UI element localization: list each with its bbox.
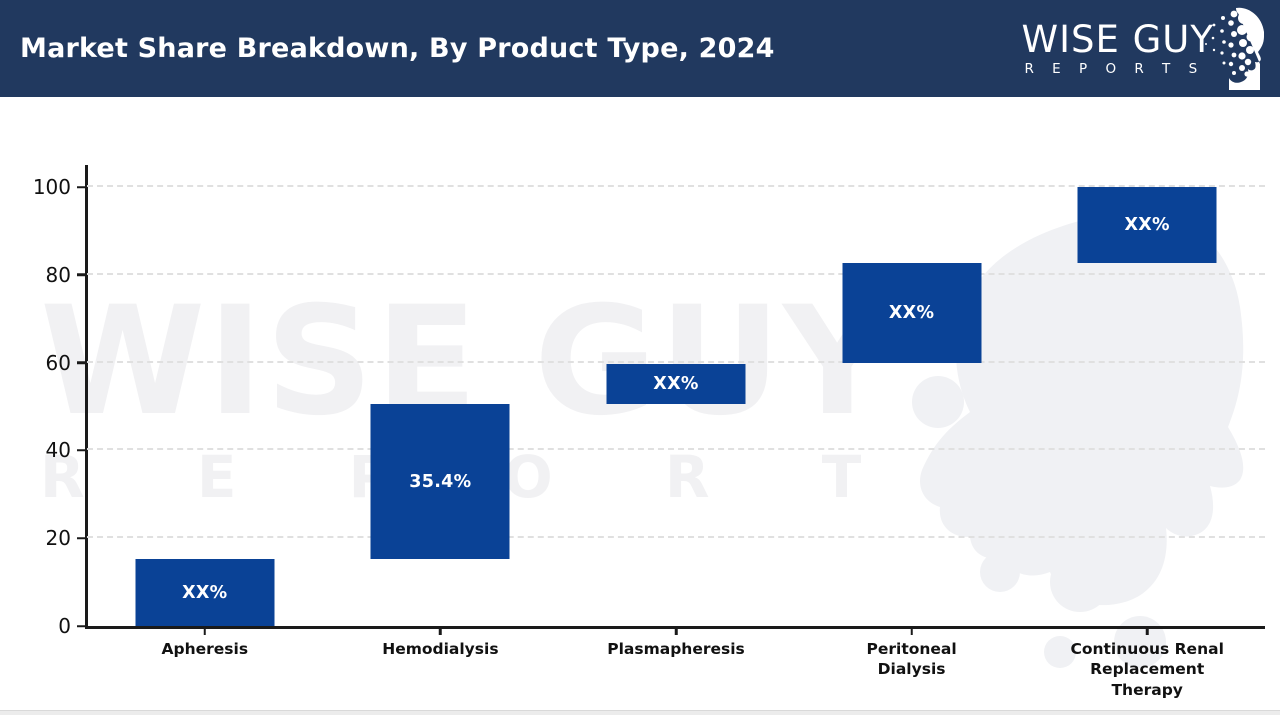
bar-value-label: 35.4%: [409, 471, 472, 492]
y-axis-tick: [77, 273, 85, 277]
x-axis-tick: [203, 626, 207, 635]
x-axis-tick: [674, 626, 678, 635]
bar-value-label: XX%: [888, 303, 935, 323]
bar: XX%: [135, 559, 275, 626]
x-axis-tick: [910, 626, 913, 635]
bar: XX%: [842, 262, 982, 364]
wise-guy-reports-logo: WISE GUY R E P O R T S: [1022, 6, 1268, 92]
x-axis-tick: [439, 626, 442, 635]
chart-canvas: WISE GUY R E P O R T S 0 20 40 60 80 100 XX% Ap…: [0, 97, 1280, 715]
y-tick-label: 20: [45, 526, 71, 551]
y-tick-label: 40: [45, 438, 71, 463]
gridline: [87, 536, 1265, 539]
y-axis-tick: [77, 361, 85, 364]
logo-wordmark: WISE GUY: [1021, 17, 1214, 61]
bar: XX%: [1077, 187, 1217, 263]
y-axis-tick: [77, 185, 85, 189]
gridline: [87, 360, 1265, 363]
category-label: Peritoneal Dialysis: [866, 640, 957, 679]
bar: 35.4%: [370, 403, 510, 560]
gridline: [87, 185, 1265, 187]
category-label: Apheresis: [161, 640, 249, 658]
page-title: Market Share Breakdown, By Product Type,…: [20, 33, 775, 64]
y-axis-tick: [77, 536, 85, 540]
category-label: Hemodialysis: [382, 640, 499, 658]
footer-strip: [0, 710, 1280, 715]
y-axis-tick: [77, 624, 85, 628]
y-axis-tick: [77, 449, 85, 452]
bar-value-label: XX%: [653, 373, 699, 394]
bar-value-label: XX%: [1124, 214, 1170, 235]
plot-area: 0 20 40 60 80 100 XX% Apheresis 35.4% Hemodialysi…: [33, 165, 1265, 699]
head-profile-icon: [1204, 7, 1264, 90]
y-tick-label: 80: [45, 262, 71, 287]
bar-value-label: XX%: [182, 582, 228, 603]
y-tick-label: 100: [32, 175, 71, 199]
category-label: Plasmapheresis: [607, 640, 745, 658]
y-tick-label: 0: [58, 614, 71, 638]
gridline: [87, 448, 1265, 451]
gridline: [87, 272, 1265, 275]
logo-text: WISE GUY R E P O R T S: [1022, 21, 1214, 77]
x-axis-tick: [1145, 626, 1149, 635]
logo-subtitle: R E P O R T S: [1024, 60, 1205, 77]
header-banner: Market Share Breakdown, By Product Type,…: [0, 0, 1280, 97]
y-axis: [85, 165, 88, 629]
bar: XX%: [606, 363, 746, 404]
category-label: Continuous Renal Replacement Therapy: [1070, 640, 1224, 699]
y-tick-label: 60: [45, 350, 71, 375]
